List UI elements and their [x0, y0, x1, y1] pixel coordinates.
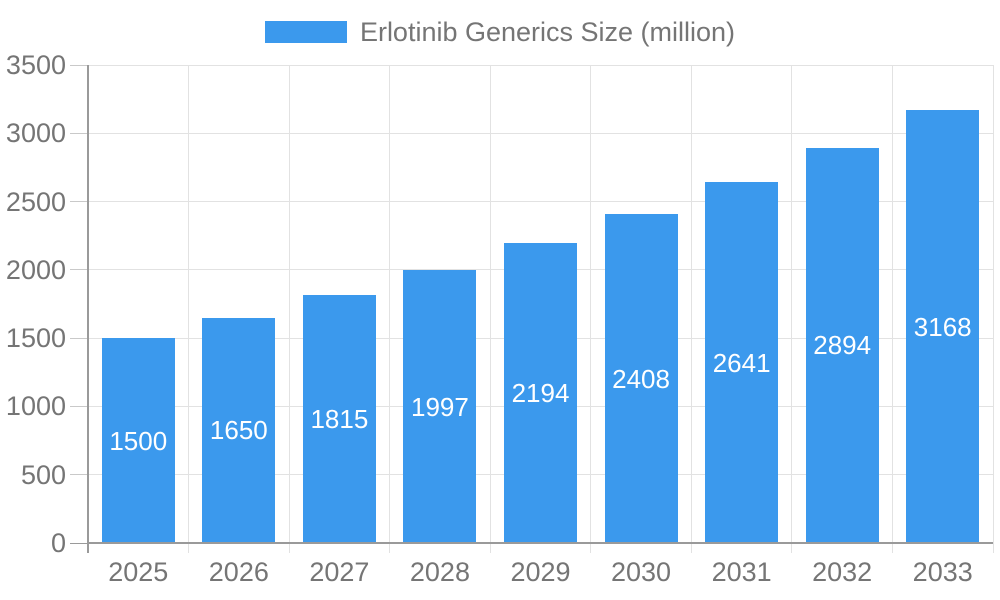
x-axis-tick-label: 2029 [510, 557, 571, 587]
y-axis-tick [70, 132, 88, 134]
bar-value-label: 1997 [411, 391, 469, 422]
y-axis-tick-label: 2000 [5, 254, 66, 285]
bar-value-label: 2194 [511, 378, 570, 409]
gridline-vertical [389, 65, 391, 553]
bar-2029[interactable]: 2194 [504, 243, 577, 543]
y-axis-tick [70, 64, 88, 66]
gridline-vertical [690, 65, 692, 553]
bar-2027[interactable]: 1815 [302, 295, 376, 543]
bar-value-label: 1650 [209, 415, 268, 446]
y-axis-tick [70, 337, 88, 339]
bar-value-label: 1500 [109, 425, 168, 456]
y-axis-tick-label: 1500 [5, 323, 66, 354]
gridline-vertical [288, 65, 290, 553]
y-axis-tick-label: 2500 [5, 186, 66, 217]
gridline-horizontal [88, 201, 993, 203]
legend-swatch-icon[interactable] [264, 21, 347, 43]
bar-2033[interactable]: 3168 [906, 110, 980, 543]
x-axis-tick-label: 2031 [711, 557, 772, 587]
y-axis-tick [70, 269, 88, 271]
bar-value-label: 3168 [913, 311, 972, 342]
x-axis-tick-label: 2025 [108, 557, 169, 587]
bar-2031[interactable]: 2641 [705, 182, 779, 543]
x-axis-tick-label: 2027 [309, 557, 370, 587]
bar-value-label: 2641 [712, 347, 771, 378]
gridline-vertical [188, 65, 190, 553]
gridline-vertical [590, 65, 592, 553]
y-axis-tick [70, 474, 88, 476]
y-axis-tick [70, 405, 88, 407]
y-axis-tick-label: 3500 [5, 50, 66, 80]
gridline-horizontal [88, 132, 993, 134]
legend-label[interactable]: Erlotinib Generics Size (million) [359, 17, 736, 47]
bar-2026[interactable]: 1650 [202, 317, 276, 543]
x-axis-tick-label: 2032 [812, 557, 873, 587]
y-axis-tick-label: 1000 [5, 391, 66, 422]
y-axis-tick [70, 542, 88, 544]
y-axis-tick-label: 500 [20, 459, 66, 490]
x-axis-line [88, 542, 993, 544]
bar-value-label: 2894 [813, 330, 872, 361]
bar-2028[interactable]: 1997 [403, 270, 477, 543]
x-axis-tick-label: 2026 [208, 557, 269, 587]
y-axis-tick-label: 3000 [5, 118, 66, 149]
x-axis-tick-label: 2033 [912, 557, 973, 587]
gridline-horizontal [88, 64, 993, 66]
x-axis-tick-label: 2028 [409, 557, 470, 587]
bar-value-label: 2408 [612, 363, 670, 394]
y-axis-line [87, 65, 89, 553]
gridline-vertical [489, 65, 491, 553]
gridline-vertical [992, 65, 994, 553]
x-axis-tick-label: 2030 [611, 557, 672, 587]
y-axis-tick [70, 201, 88, 203]
y-axis-tick-label: 0 [50, 528, 66, 558]
bar-value-label: 1815 [310, 404, 369, 435]
gridline-vertical [891, 65, 893, 553]
bar-2030[interactable]: 2408 [604, 214, 678, 543]
bar-2025[interactable]: 1500 [101, 338, 175, 543]
legend[interactable]: Erlotinib Generics Size (million) [0, 18, 1000, 46]
gridline-vertical [791, 65, 793, 553]
bar-2032[interactable]: 2894 [805, 147, 879, 543]
